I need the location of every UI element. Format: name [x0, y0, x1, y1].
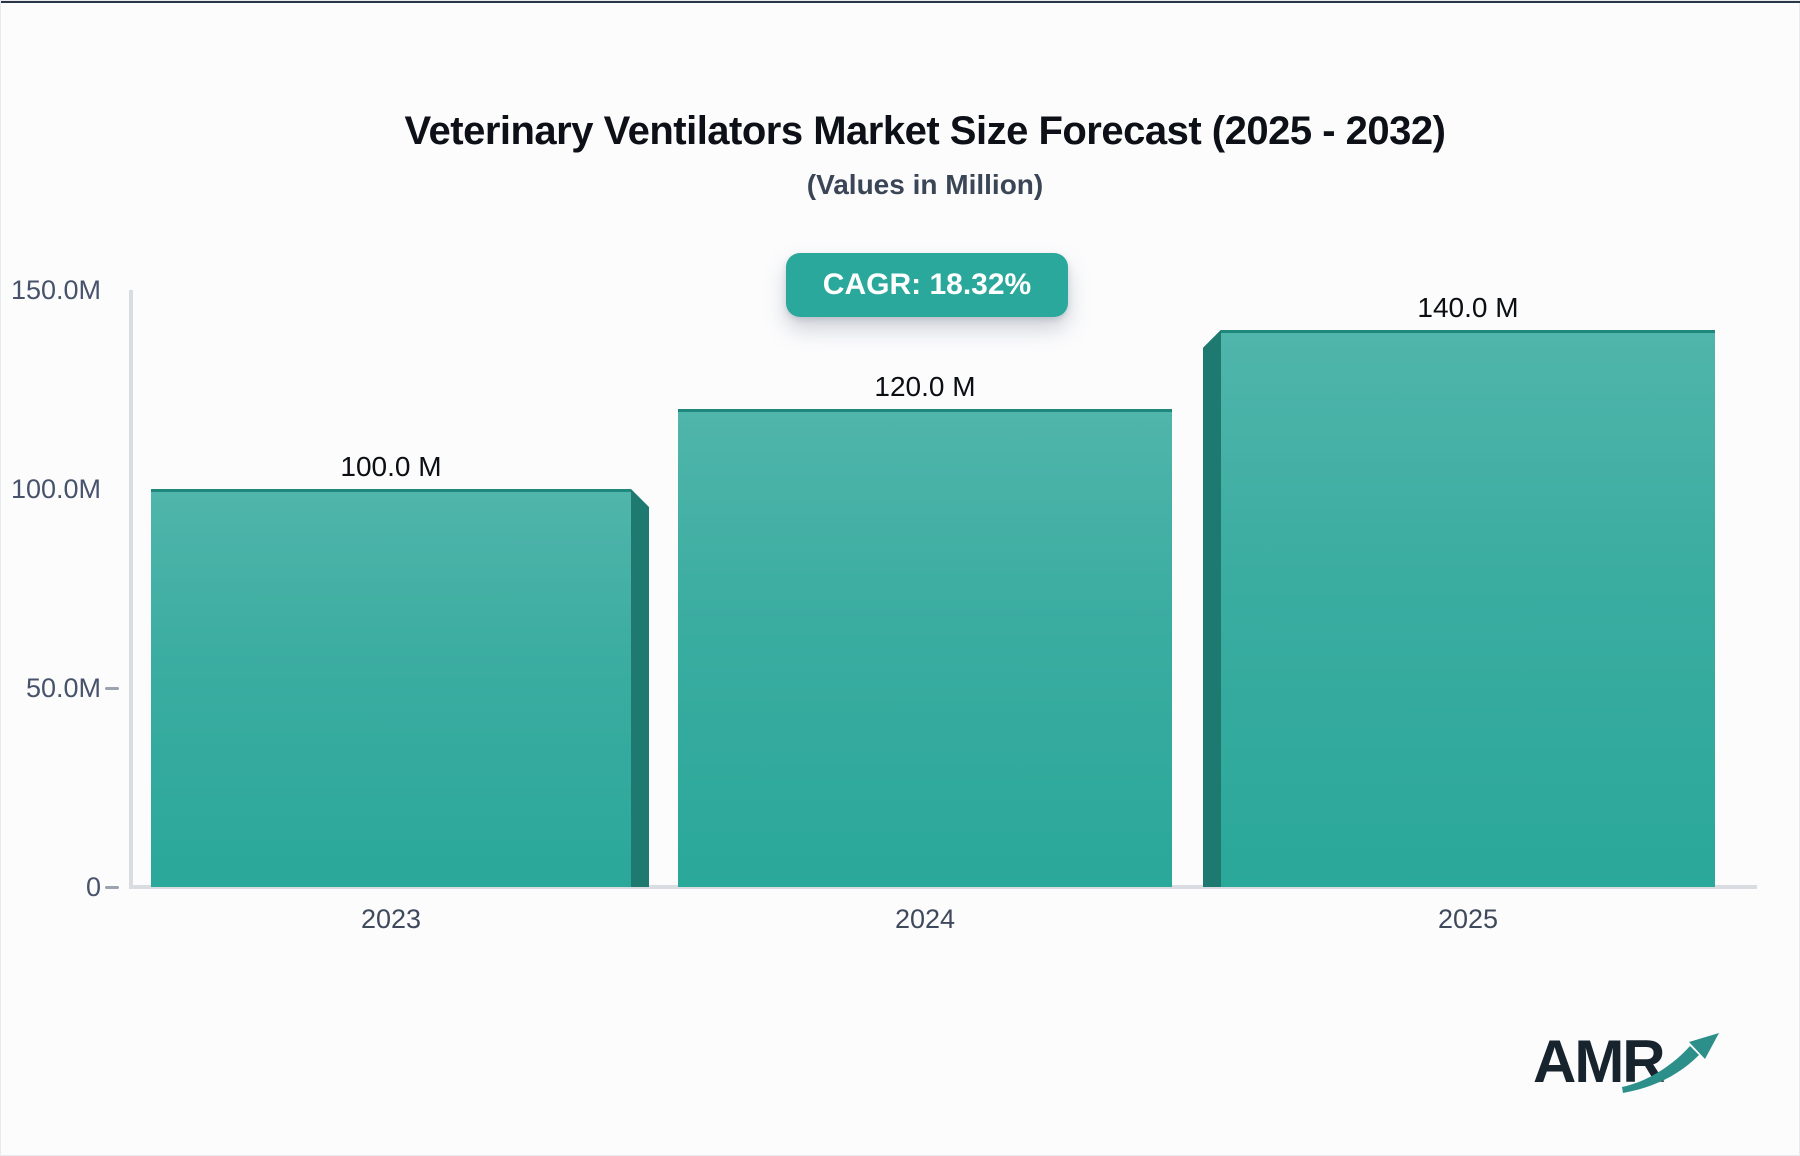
- window-top-edge: [1, 1, 1800, 3]
- y-tick-label: 0: [85, 872, 101, 902]
- y-tick-label: 100.0M: [10, 474, 101, 504]
- bar-value-label: 120.0 M: [874, 371, 976, 403]
- y-tick-dash: [105, 687, 119, 690]
- y-tick-dash: [105, 886, 119, 889]
- chart-subtitle: (Values in Million): [806, 169, 1044, 200]
- x-tick-label: 2025: [1437, 904, 1499, 934]
- x-tick-label: 2024: [894, 904, 956, 934]
- bar-3d-side-2025: [1203, 329, 1221, 887]
- bar-2023: [151, 489, 631, 887]
- trend-arrow-icon: [1622, 1033, 1719, 1093]
- cagr-badge: CAGR: 18.32%: [786, 253, 1068, 317]
- bar-2025: [1221, 329, 1715, 887]
- bar-2024: [678, 409, 1172, 887]
- y-axis: [129, 290, 133, 889]
- bar-value-label: 100.0 M: [340, 451, 442, 482]
- x-tick-label: 2023: [360, 904, 422, 934]
- y-tick-label: 150.0M: [10, 275, 101, 305]
- bar-value-label: 140.0 M: [1417, 291, 1519, 323]
- x-axis: [129, 885, 1757, 889]
- y-tick-label: 50.0M: [25, 673, 101, 703]
- bar-3d-side-2023: [631, 489, 649, 887]
- cagr-badge-label: CAGR: 18.32%: [822, 268, 1032, 301]
- amr-logo: AMR: [1533, 1027, 1723, 1107]
- chart-title: Veterinary Ventilators Market Size Forec…: [404, 109, 1446, 153]
